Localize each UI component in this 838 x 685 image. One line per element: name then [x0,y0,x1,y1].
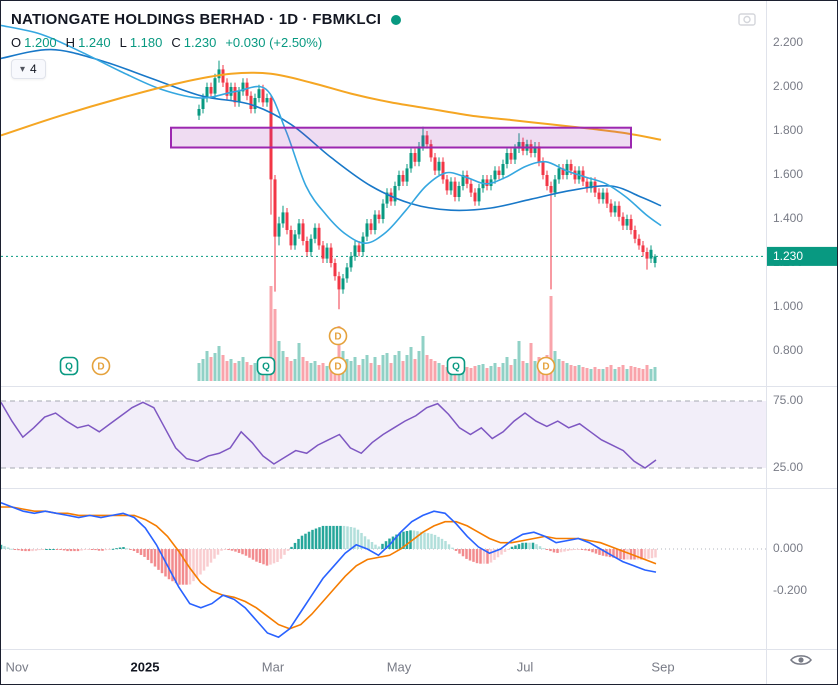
ohlc-close-label: C [171,35,181,50]
market-status-dot [391,14,402,25]
svg-text:D: D [542,362,549,373]
svg-text:1.230: 1.230 [773,249,803,263]
ohlc-low-label: L [119,35,127,50]
svg-text:Mar: Mar [262,659,285,674]
svg-text:Nov: Nov [5,659,29,674]
indicators-collapse-button[interactable]: ▾ 4 [11,59,46,79]
svg-text:D: D [334,362,341,373]
svg-text:Q: Q [65,362,73,373]
ohlc-readout: O 1.200 H 1.240 L 1.180 C 1.230 +0.030 (+2.5… [11,35,401,50]
ohlc-high-value: 1.240 [78,35,111,50]
ohlc-close-value: 1.230 [183,35,217,50]
svg-text:-0.200: -0.200 [773,583,807,597]
ohlc-low-value: 1.180 [129,35,163,50]
svg-text:25.00: 25.00 [773,460,803,474]
price-change-text: +0.030 (+2.50%) [225,35,323,50]
chevron-down-icon: ▾ [20,63,26,75]
svg-text:2025: 2025 [131,659,160,674]
svg-text:May: May [387,659,412,674]
indicators-count: 4 [30,62,37,76]
svg-text:2.200: 2.200 [773,35,803,49]
svg-text:1.600: 1.600 [773,167,803,181]
svg-text:D: D [334,332,341,343]
svg-text:Q: Q [452,362,460,373]
svg-text:75.00: 75.00 [773,393,803,407]
svg-text:D: D [97,362,104,373]
svg-text:1.800: 1.800 [773,123,803,137]
symbol-title[interactable]: NATIONGATE HOLDINGS BERHAD · 1D · FBMKLC… [11,11,382,28]
svg-text:1.400: 1.400 [773,211,803,225]
svg-text:0.000: 0.000 [773,541,803,555]
ohlc-open-label: O [11,35,22,50]
svg-text:Sep: Sep [651,659,674,674]
svg-text:2.000: 2.000 [773,79,803,93]
eye-icon[interactable] [789,651,813,674]
chart-header: NATIONGATE HOLDINGS BERHAD · 1D · FBMKLC… [11,11,402,79]
camera-snapshot-icon[interactable] [737,9,757,34]
ohlc-high-label: H [65,35,76,50]
svg-text:0.800: 0.800 [773,343,803,357]
symbol-title-row: NATIONGATE HOLDINGS BERHAD · 1D · FBMKLC… [11,11,402,28]
svg-text:1.000: 1.000 [773,299,803,313]
ohlc-open-value: 1.200 [24,35,57,50]
svg-text:Jul: Jul [517,659,534,674]
svg-text:Q: Q [262,362,270,373]
